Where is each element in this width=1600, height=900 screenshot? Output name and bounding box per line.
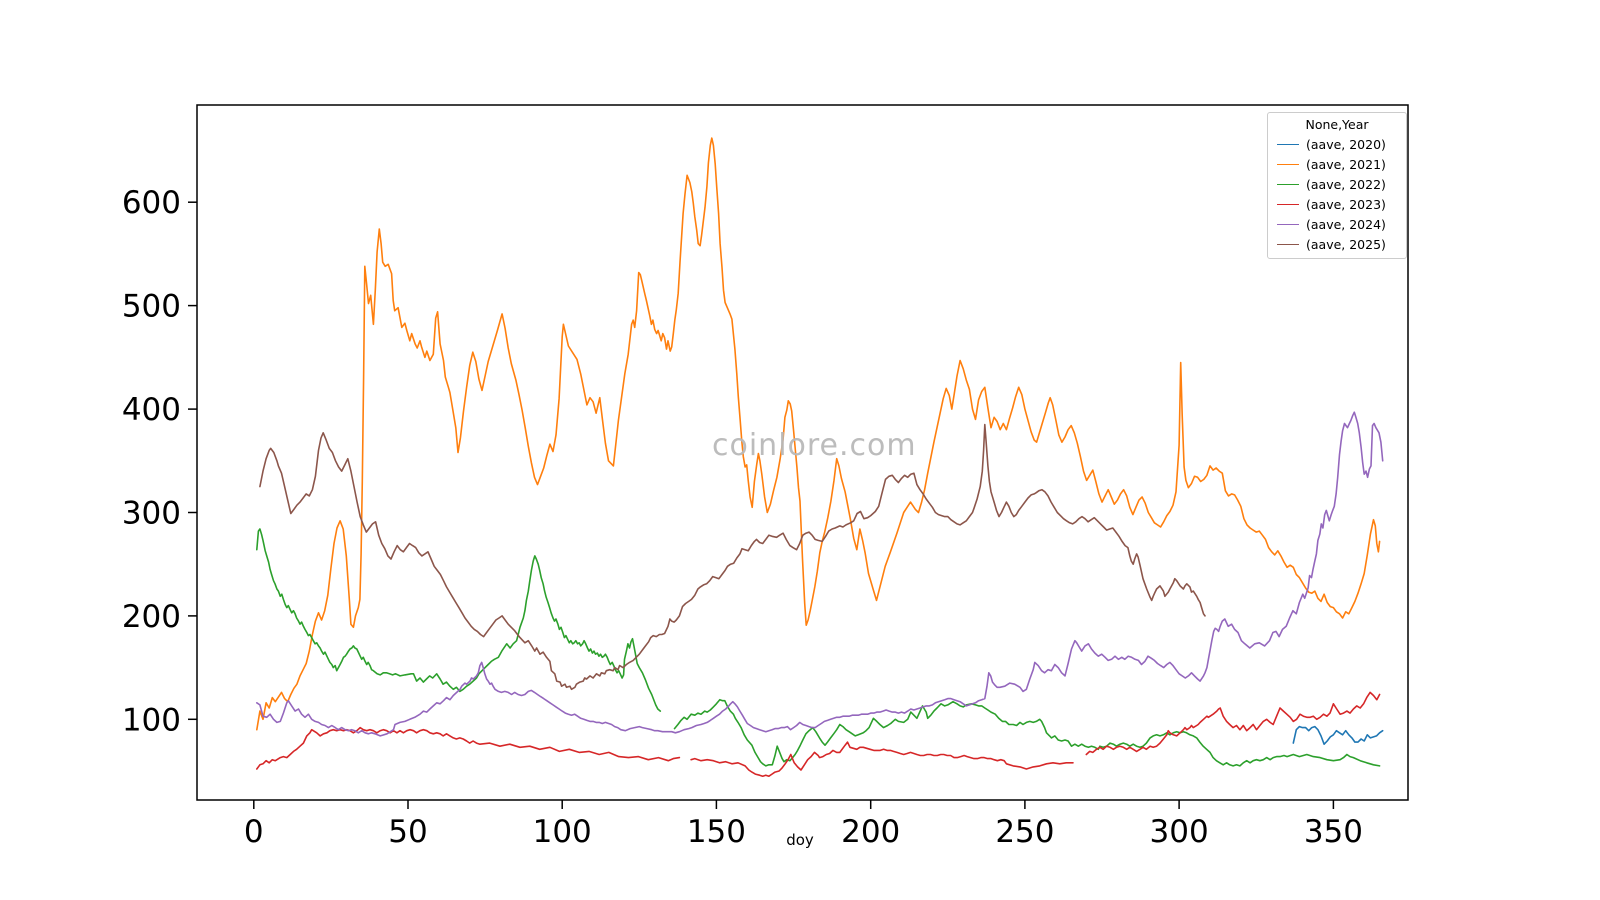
x-tick-label: 200 [841,814,900,850]
x-tick-label: 50 [388,814,427,850]
legend-label: (aave, 2023) [1306,196,1386,212]
y-tick-label: 400 [122,392,181,428]
legend-item: (aave, 2020) [1268,134,1406,154]
series-line-0 [1292,725,1384,745]
y-tick-label: 100 [122,702,181,738]
x-tick-label: 350 [1304,814,1363,850]
legend-label: (aave, 2022) [1306,176,1386,192]
legend-item: (aave, 2021) [1268,154,1406,174]
legend-label: (aave, 2024) [1306,216,1386,232]
legend-label: (aave, 2021) [1306,156,1386,172]
legend-swatch-line [1277,203,1299,205]
y-tick-label: 500 [122,289,181,325]
x-tick-label: 100 [533,814,592,850]
series-line-1 [256,137,1381,731]
series-line-4 [256,411,1384,737]
legend-items: (aave, 2020) (aave, 2021) (aave, 2022) (aav… [1268,134,1406,254]
series-line-5 [259,423,1206,691]
legend-swatch-line [1277,223,1299,225]
legend-label: (aave, 2025) [1306,236,1386,252]
legend-item: (aave, 2023) [1268,194,1406,214]
legend-item: (aave, 2024) [1268,214,1406,234]
plot-border [196,104,1409,801]
x-tick-label: 150 [687,814,746,850]
legend-swatch-line [1277,143,1299,145]
x-tick-label: 0 [244,814,264,850]
x-tick-label: 250 [995,814,1054,850]
legend-label: (aave, 2020) [1306,136,1386,152]
y-tick-label: 600 [122,185,181,221]
legend: None,Year (aave, 2020) (aave, 2021) (aave,… [1267,112,1407,259]
y-tick-label: 300 [122,496,181,532]
series-line-2 [256,528,1381,767]
x-axis-label: doy [786,831,814,849]
legend-item: (aave, 2025) [1268,234,1406,254]
x-tick-label: 300 [1150,814,1209,850]
legend-swatch-line [1277,243,1299,245]
legend-title: None,Year [1305,117,1369,132]
watermark: coinlore.com [712,428,917,463]
legend-swatch-line [1277,163,1299,165]
y-tick-label: 200 [122,599,181,635]
legend-swatch-line [1277,183,1299,185]
series-line-3 [256,691,1381,777]
legend-item: (aave, 2022) [1268,174,1406,194]
